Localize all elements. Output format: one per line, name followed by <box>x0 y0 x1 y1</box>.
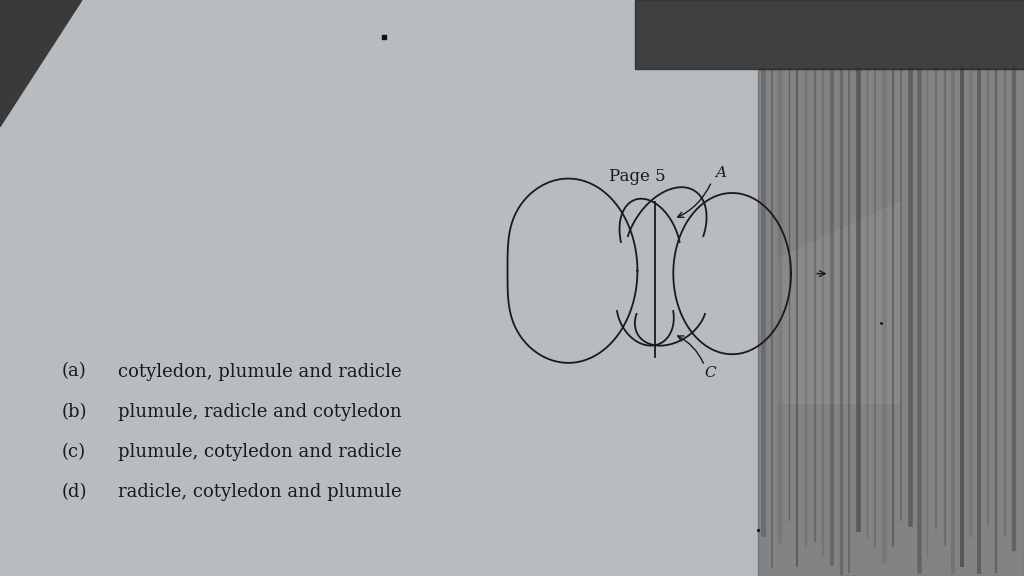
Text: (d): (d) <box>61 483 87 502</box>
Text: radicle, cotyledon and plumule: radicle, cotyledon and plumule <box>118 483 401 502</box>
Polygon shape <box>635 0 1024 69</box>
Text: plumule, radicle and cotyledon: plumule, radicle and cotyledon <box>118 403 401 421</box>
Polygon shape <box>758 69 1024 576</box>
Text: plumule, cotyledon and radicle: plumule, cotyledon and radicle <box>118 443 401 461</box>
Polygon shape <box>0 0 82 127</box>
Text: (a): (a) <box>61 362 86 381</box>
Text: (c): (c) <box>61 443 86 461</box>
Text: Page 5: Page 5 <box>609 168 666 185</box>
Text: A: A <box>715 166 726 180</box>
Text: cotyledon, plumule and radicle: cotyledon, plumule and radicle <box>118 362 401 381</box>
Polygon shape <box>778 202 901 403</box>
Text: (b): (b) <box>61 403 87 421</box>
Text: C: C <box>705 366 716 380</box>
